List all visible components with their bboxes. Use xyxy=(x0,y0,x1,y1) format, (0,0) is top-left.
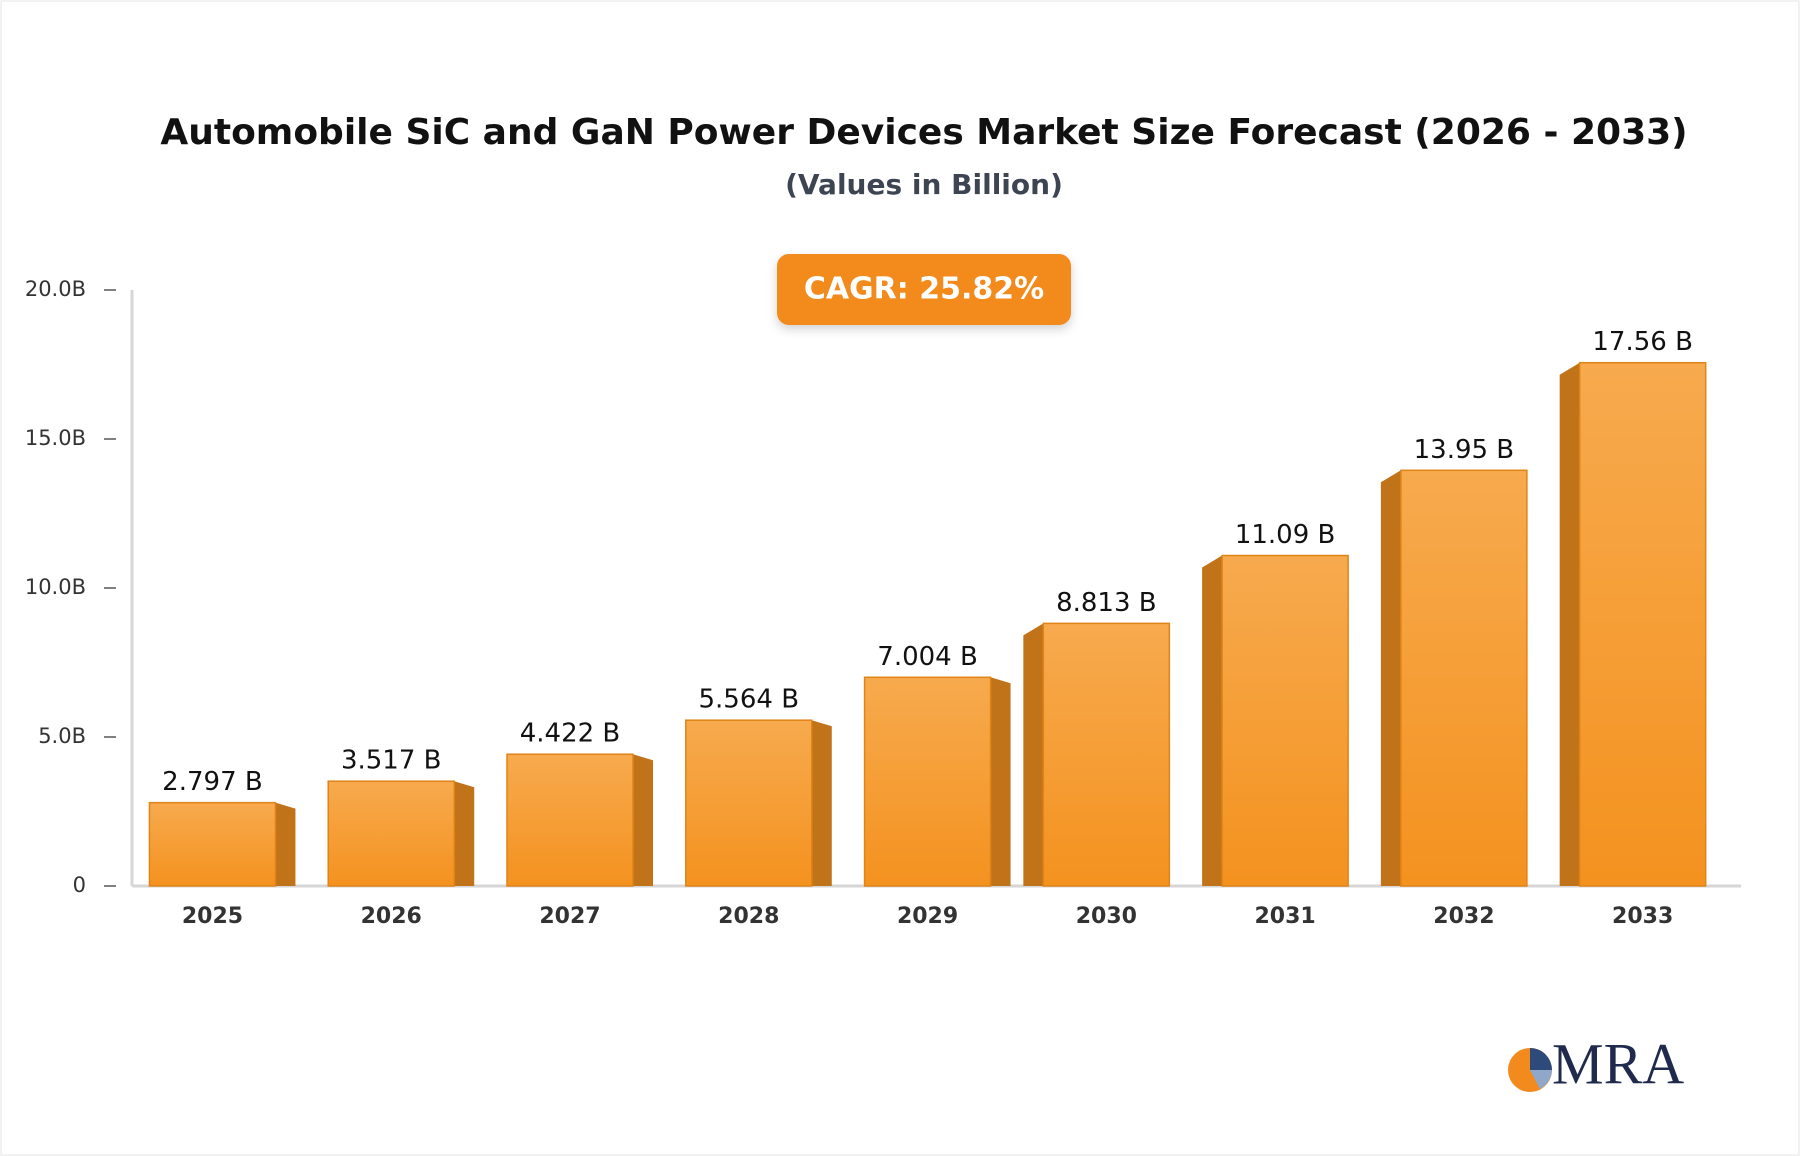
bar-side xyxy=(1559,362,1580,886)
bar xyxy=(1221,554,1349,887)
y-tick-label: 15.0B xyxy=(25,426,86,450)
y-tick-label: 0 xyxy=(73,873,86,897)
value-label: 8.813 B xyxy=(1056,588,1157,618)
logo: MRA xyxy=(1508,1031,1684,1096)
x-tick-label: 2033 xyxy=(1612,904,1673,929)
x-tick-label: 2029 xyxy=(897,904,958,929)
x-tick-label: 2026 xyxy=(361,904,422,929)
bar-side xyxy=(633,754,654,886)
x-tick-label: 2030 xyxy=(1076,904,1137,929)
bar-side xyxy=(275,802,296,886)
bar xyxy=(1042,622,1171,887)
value-label: 5.564 B xyxy=(699,685,800,715)
logo-text: MRA xyxy=(1552,1031,1684,1096)
x-tick-label: 2025 xyxy=(182,904,243,929)
bar xyxy=(1578,361,1707,887)
bar-side xyxy=(454,781,475,886)
x-tick-label: 2031 xyxy=(1254,904,1315,929)
value-label: 13.95 B xyxy=(1414,435,1515,465)
bar-side xyxy=(1023,623,1044,886)
bar xyxy=(1400,469,1528,887)
bar xyxy=(327,780,455,887)
bar-side xyxy=(1202,555,1223,886)
bar xyxy=(685,719,813,887)
y-tick-label: 5.0B xyxy=(38,724,86,748)
value-label: 11.09 B xyxy=(1235,520,1336,550)
logo-slice xyxy=(1530,1070,1552,1089)
bar-side xyxy=(990,677,1011,886)
y-tick-label: 20.0B xyxy=(25,277,86,301)
bar-side xyxy=(1380,470,1401,886)
chart-title: Automobile SiC and GaN Power Devices Mar… xyxy=(160,112,1687,153)
value-label: 4.422 B xyxy=(520,719,621,749)
chart-subtitle: (Values in Billion) xyxy=(785,168,1063,201)
cagr-text: CAGR: 25.82% xyxy=(804,272,1044,307)
logo-slice xyxy=(1530,1048,1552,1070)
x-tick-label: 2032 xyxy=(1433,904,1494,929)
bar xyxy=(863,676,992,887)
value-label: 17.56 B xyxy=(1592,327,1693,357)
bar xyxy=(506,753,634,887)
x-tick-label: 2028 xyxy=(718,904,779,929)
y-tick-label: 10.0B xyxy=(25,575,86,599)
bar xyxy=(148,801,277,887)
bar-side xyxy=(811,720,832,886)
x-tick-label: 2027 xyxy=(539,904,600,929)
value-label: 3.517 B xyxy=(341,746,442,776)
cagr-badge xyxy=(777,254,1071,325)
value-label: 2.797 B xyxy=(162,767,263,797)
value-label: 7.004 B xyxy=(877,642,978,672)
